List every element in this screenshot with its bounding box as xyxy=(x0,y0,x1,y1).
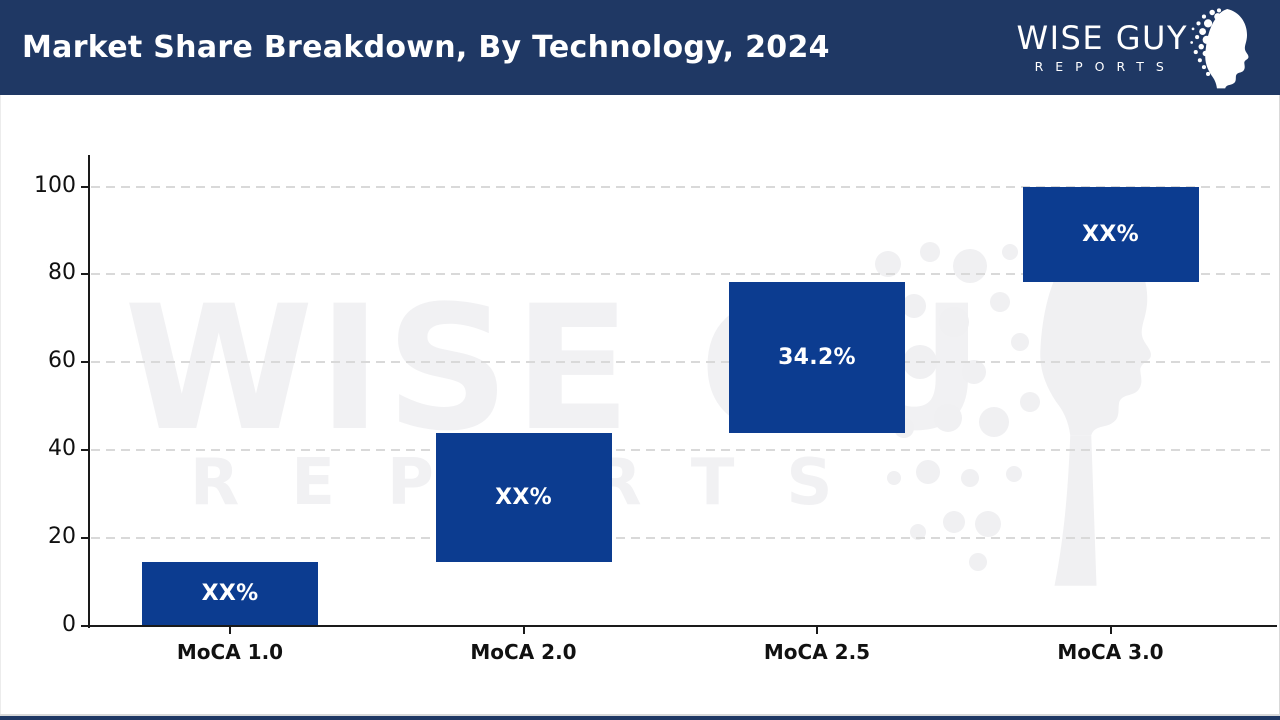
y-tick-label-60: 60 xyxy=(48,348,76,374)
y-tick-60 xyxy=(81,361,88,364)
y-tick-label-0: 0 xyxy=(62,612,76,637)
bar-moca-2-5: 34.2% xyxy=(729,282,905,433)
y-tick-80 xyxy=(81,273,88,276)
x-tick-1 xyxy=(229,627,231,634)
bar-moca-2-0: XX% xyxy=(435,432,612,562)
logo-text-block: WISE GUY REPORTS xyxy=(1016,22,1188,74)
footer-bar xyxy=(0,716,1280,720)
x-tick-2 xyxy=(522,627,525,634)
x-category-label: MoCA 3.0 xyxy=(1057,640,1164,664)
page-title: Market Share Breakdown, By Technology, 2… xyxy=(22,30,830,65)
header-bar: Market Share Breakdown, By Technology, 2… xyxy=(0,0,1280,95)
x-category-label: MoCA 2.0 xyxy=(470,640,577,664)
gridline-y-40 xyxy=(91,449,1276,452)
y-tick-label-100: 100 xyxy=(34,172,76,198)
y-axis-line xyxy=(88,155,90,628)
y-tick-label-20: 20 xyxy=(48,524,76,550)
y-tick-40 xyxy=(81,449,88,452)
y-tick-20 xyxy=(81,537,88,540)
logo-wordmark: WISE GUY xyxy=(1016,18,1188,57)
bar-value-label: 34.2% xyxy=(778,345,856,370)
wiseguy-logo: WISE GUY REPORTS xyxy=(1016,7,1254,89)
bar-moca-1-0: XX% xyxy=(142,561,318,626)
y-tick-label-40: 40 xyxy=(48,436,76,462)
x-tick-3 xyxy=(816,627,818,634)
logo-subtitle: REPORTS xyxy=(1034,58,1176,74)
footer-divider xyxy=(0,714,1280,716)
x-category-label: MoCA 1.0 xyxy=(176,640,284,664)
y-tick-100 xyxy=(81,185,88,188)
gridline-y-20 xyxy=(91,537,1276,540)
logo-face-dots-icon xyxy=(1190,7,1249,88)
x-axis-line xyxy=(87,625,1277,627)
bar-value-label: XX% xyxy=(495,484,552,510)
gridline-y-100 xyxy=(91,185,1276,188)
bar-value-label: XX% xyxy=(1082,221,1139,247)
x-tick-4 xyxy=(1109,627,1112,634)
bar-moca-3-0: XX% xyxy=(1022,186,1199,283)
gridline-y-60 xyxy=(91,361,1276,364)
y-tick-0 xyxy=(81,625,88,627)
bar-value-label: XX% xyxy=(201,581,259,607)
y-tick-label-80: 80 xyxy=(48,260,76,286)
gridline-y-80 xyxy=(91,273,1276,276)
x-category-label: MoCA 2.5 xyxy=(763,640,871,664)
